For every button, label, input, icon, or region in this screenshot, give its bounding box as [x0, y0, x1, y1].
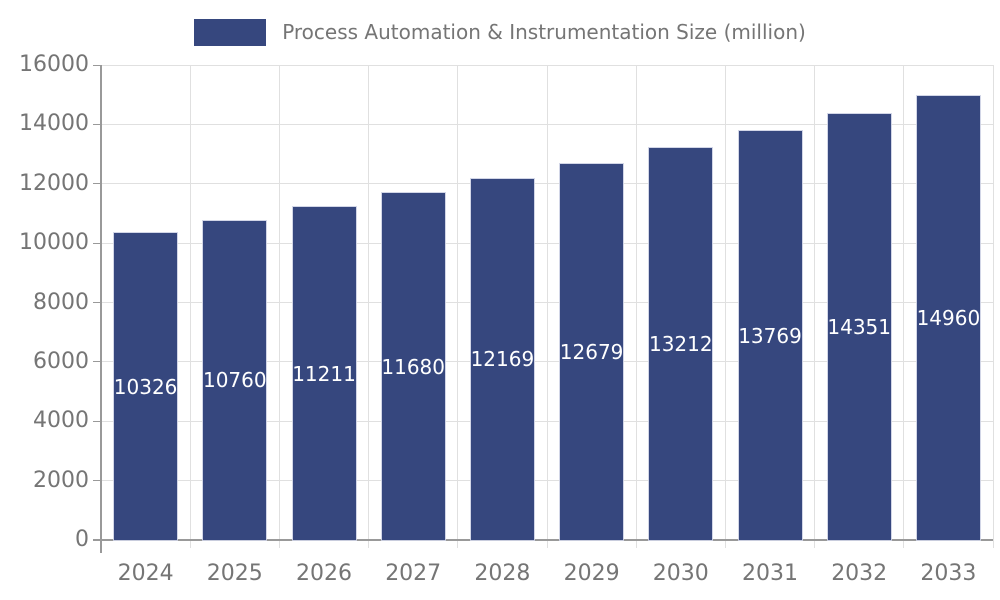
- bar-value-label: 13212: [648, 331, 713, 356]
- y-axis-tick-label: 6000: [33, 348, 89, 374]
- y-axis-tick-label: 10000: [19, 230, 89, 256]
- x-axis-tick-label: 2029: [563, 561, 620, 586]
- bar-value-label: 10760: [202, 368, 267, 393]
- legend-label: Process Automation & Instrumentation Siz…: [282, 20, 806, 44]
- x-axis-tick-label: 2025: [206, 561, 263, 586]
- gridline-vertical: [814, 65, 816, 548]
- x-axis-line: [93, 539, 993, 541]
- y-axis-tick-label: 16000: [19, 52, 89, 77]
- bar: 12169: [470, 178, 535, 540]
- bar-value-label: 13769: [738, 323, 802, 348]
- gridline-vertical: [278, 65, 280, 548]
- gridline-vertical: [457, 65, 459, 548]
- y-axis-tick-label: 0: [75, 527, 89, 552]
- y-tick-mark: [93, 480, 101, 482]
- y-tick-mark: [93, 302, 101, 303]
- y-axis-tick-label: 14000: [19, 111, 89, 137]
- bar-value-label: 11680: [381, 354, 445, 379]
- legend: Process Automation & Instrumentation Siz…: [0, 16, 1000, 48]
- bar-value-label: 12169: [470, 347, 535, 372]
- bar: 13769: [738, 131, 802, 540]
- y-tick-mark: [93, 242, 101, 244]
- bar-value-label: 14960: [916, 305, 981, 330]
- x-axis-tick-label: 2031: [742, 561, 798, 586]
- bar: 14351: [827, 113, 891, 540]
- y-tick-mark: [93, 420, 101, 422]
- y-axis-tick-label: 12000: [19, 170, 89, 196]
- gridline-vertical: [724, 65, 726, 548]
- bar: 13212: [648, 147, 713, 540]
- x-axis-tick-label: 2028: [474, 561, 531, 586]
- gridline-vertical: [992, 65, 994, 548]
- bar: 11211: [292, 207, 356, 540]
- y-tick-mark: [93, 123, 101, 125]
- x-axis-tick-label: 2033: [920, 561, 977, 586]
- gridline-vertical: [635, 65, 637, 548]
- x-axis-tick-label: 2026: [296, 561, 352, 586]
- y-axis-tick-label: 4000: [33, 408, 89, 434]
- y-axis-tick-label: 8000: [33, 289, 89, 315]
- x-axis-tick-label: 2024: [117, 561, 174, 586]
- y-axis-line: [100, 65, 102, 553]
- gridline-vertical: [189, 65, 191, 548]
- bar-value-label: 10326: [113, 374, 178, 399]
- bar: 14960: [916, 95, 981, 540]
- x-axis-tick-label: 2027: [385, 561, 442, 586]
- bar: 10760: [202, 220, 267, 540]
- bar-value-label: 11211: [292, 361, 356, 386]
- gridline-vertical: [368, 65, 370, 548]
- gridline-vertical: [546, 65, 548, 548]
- x-axis-tick-label: 2030: [652, 561, 709, 586]
- gridline-vertical: [903, 65, 905, 548]
- legend-swatch: [194, 18, 267, 46]
- bar-value-label: 14351: [827, 314, 891, 339]
- x-axis-tick-label: 2032: [831, 561, 888, 586]
- bar: 11680: [381, 193, 445, 540]
- bar: 10326: [114, 233, 177, 540]
- y-tick-mark: [93, 183, 101, 185]
- y-axis-tick-label: 2000: [33, 467, 89, 493]
- bar-value-label: 12679: [559, 339, 624, 364]
- y-tick-mark: [93, 361, 101, 363]
- bar: 12679: [559, 163, 624, 540]
- y-tick-mark: [93, 64, 101, 66]
